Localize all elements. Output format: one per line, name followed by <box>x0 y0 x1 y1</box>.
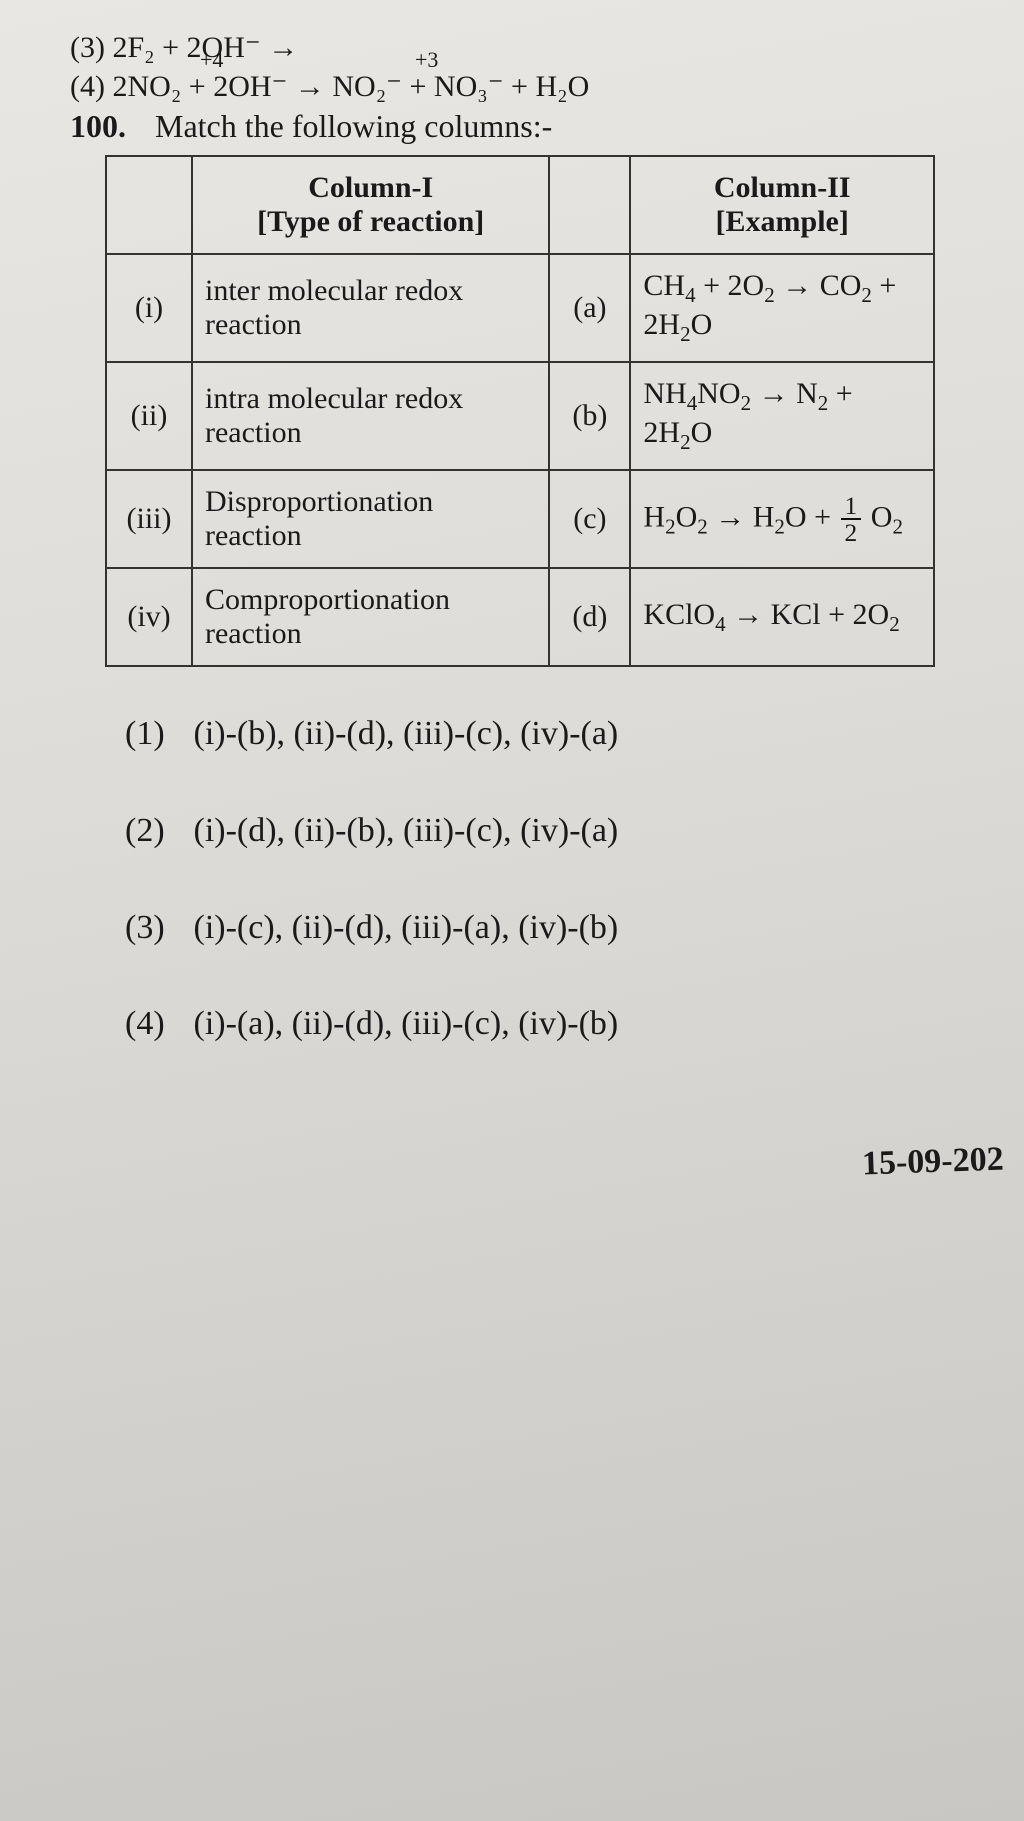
table-body: (i) inter molecular redox reaction (a) C… <box>106 254 934 666</box>
col2-header-top: Column-II <box>643 171 921 205</box>
option-text: (i)-(c), (ii)-(d), (iii)-(a), (iv)-(b) <box>194 909 619 946</box>
opt4-num: (4) <box>70 70 105 103</box>
prev-option-4: (4) 2NO₂ + 2OH⁻ → NO₂⁻ + NO₃⁻ + H₂O +3 +… <box>70 69 984 104</box>
option-1: (1) (i)-(b), (ii)-(d), (iii)-(c), (iv)-(… <box>125 697 984 772</box>
col1-header-top: Column-I <box>205 171 536 205</box>
col2-header: Column-II [Example] <box>630 156 934 254</box>
option-num: (1) <box>125 697 185 772</box>
option-2: (2) (i)-(d), (ii)-(b), (iii)-(c), (iv)-(… <box>125 794 984 869</box>
reaction-type: Comproportionation reaction <box>192 568 549 666</box>
reaction-type: Disproportionation reaction <box>192 470 549 568</box>
header-blank-2 <box>549 156 630 254</box>
row-letter: (b) <box>549 362 630 470</box>
row-letter: (d) <box>549 568 630 666</box>
row-letter: (a) <box>549 254 630 362</box>
reaction-type: intra molecular redox reaction <box>192 362 549 470</box>
question-number: 100. <box>70 108 155 145</box>
answer-options: (1) (i)-(b), (ii)-(d), (iii)-(c), (iv)-(… <box>125 697 984 1062</box>
option-num: (2) <box>125 794 185 869</box>
col1-header-bot: [Type of reaction] <box>205 205 536 239</box>
reaction-eq: NH4NO2 → N2 + 2H2O <box>630 362 934 470</box>
reaction-eq: H2O2 → H2O + 12 O2 <box>630 470 934 568</box>
table-header-row: Column-I [Type of reaction] Column-II [E… <box>106 156 934 254</box>
reaction-type: inter molecular redox reaction <box>192 254 549 362</box>
option-text: (i)-(b), (ii)-(d), (iii)-(c), (iv)-(a) <box>194 715 619 752</box>
question-100: 100. Match the following columns:- <box>70 108 984 145</box>
ox-state-plus4: +4 <box>200 47 223 73</box>
table-row: (iv) Comproportionation reaction (d) KCl… <box>106 568 934 666</box>
option-num: (3) <box>125 891 185 966</box>
option-num: (4) <box>125 987 185 1062</box>
reaction-eq: CH4 + 2O2 → CO2 + 2H2O <box>630 254 934 362</box>
row-index: (i) <box>106 254 192 362</box>
reaction-eq: KClO4 → KCl + 2O2 <box>630 568 934 666</box>
row-index: (iii) <box>106 470 192 568</box>
row-index: (ii) <box>106 362 192 470</box>
option-text: (i)-(a), (ii)-(d), (iii)-(c), (iv)-(b) <box>194 1005 619 1042</box>
table-row: (i) inter molecular redox reaction (a) C… <box>106 254 934 362</box>
question-stem: Match the following columns:- <box>155 108 552 145</box>
footer-date: 15-09-202 <box>862 1141 1005 1184</box>
worksheet-page: (3) 2F₂ + 2OH⁻ → (4) 2NO₂ + 2OH⁻ → NO₂⁻ … <box>0 0 1024 1821</box>
row-index: (iv) <box>106 568 192 666</box>
table-row: (ii) intra molecular redox reaction (b) … <box>106 362 934 470</box>
match-table: Column-I [Type of reaction] Column-II [E… <box>105 155 935 667</box>
option-text: (i)-(d), (ii)-(b), (iii)-(c), (iv)-(a) <box>194 812 619 849</box>
col2-header-bot: [Example] <box>643 205 921 239</box>
col1-header: Column-I [Type of reaction] <box>192 156 549 254</box>
ox-state-plus3: +3 <box>415 47 438 73</box>
opt3-num: (3) <box>70 31 105 64</box>
row-letter: (c) <box>549 470 630 568</box>
table-row: (iii) Disproportionation reaction (c) H2… <box>106 470 934 568</box>
opt4-eq: 2NO₂ + 2OH⁻ → NO₂⁻ + NO₃⁻ + H₂O <box>112 70 589 103</box>
option-4: (4) (i)-(a), (ii)-(d), (iii)-(c), (iv)-(… <box>125 987 984 1062</box>
option-3: (3) (i)-(c), (ii)-(d), (iii)-(a), (iv)-(… <box>125 891 984 966</box>
header-blank-1 <box>106 156 192 254</box>
